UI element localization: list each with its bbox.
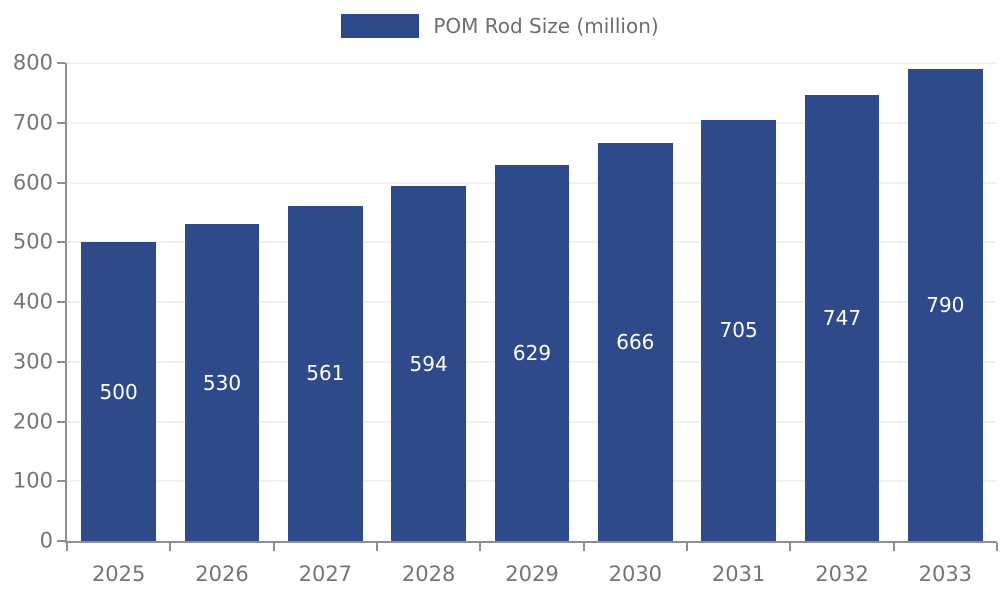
bar-value-label: 705 [719,318,758,343]
bar-value-label: 747 [822,305,862,330]
x-tick-label: 2028 [401,562,456,586]
y-tick-mark [57,241,65,244]
y-tick-label: 800 [12,50,53,75]
bar-2027[interactable]: 561 [288,205,363,541]
y-tick-mark [57,540,65,542]
bar-value-label: 594 [409,351,448,376]
x-tick-mark [582,543,585,551]
x-tick-mark [479,543,482,551]
x-tick-mark [169,543,172,551]
y-tick-label: 700 [12,110,53,135]
y-tick-label: 500 [12,229,53,254]
bar-2030[interactable]: 666 [598,143,673,541]
x-tick-label: 2031 [711,562,766,586]
bar-value-label: 666 [616,330,655,355]
bar-value-label: 500 [99,379,138,404]
bar-value-label: 561 [306,361,345,386]
legend-swatch-icon [341,14,420,38]
x-tick-label: 2032 [815,562,869,586]
bar-2028[interactable]: 594 [391,186,466,541]
plot-area: 0 100 200 300 400 500 600 700 800 500 2025 530 2026 5… [13,52,998,585]
y-tick-mark [57,480,65,483]
bar-2025[interactable]: 500 [81,242,156,541]
x-tick-mark [685,543,688,551]
x-tick-mark [996,543,998,551]
y-tick-label: 300 [12,349,53,374]
x-tick-mark [789,543,792,551]
y-tick-mark [57,121,65,124]
y-tick-mark [57,62,65,64]
bar-2033[interactable]: 790 [908,68,983,541]
bar-2031[interactable]: 705 [701,119,776,541]
x-tick-mark [66,543,68,551]
x-tick-mark [272,543,275,551]
bar-2032[interactable]: 747 [804,94,880,541]
x-tick-mark [375,543,378,551]
bar-2026[interactable]: 530 [184,224,260,541]
x-tick-label: 2033 [918,562,973,586]
y-tick-mark [57,360,65,363]
bar-value-label: 629 [512,341,552,366]
x-tick-label: 2027 [298,562,353,586]
y-tick-mark [57,420,65,423]
y-tick-mark [57,181,65,184]
x-tick-label: 2026 [195,562,249,586]
x-tick-label: 2030 [608,562,663,586]
y-tick-label: 0 [39,528,53,553]
y-tick-label: 100 [12,468,53,493]
legend-label: POM Rod Size (million) [433,14,659,38]
bar-value-label: 790 [926,292,965,317]
y-tick-label: 200 [12,409,53,433]
legend[interactable]: POM Rod Size (million) [0,14,1000,38]
gridline [67,122,997,124]
y-tick-label: 400 [12,289,53,314]
bar-value-label: 530 [202,370,242,395]
x-tick-mark [892,543,895,551]
bar-2029[interactable]: 629 [494,165,570,541]
x-tick-label: 2029 [505,562,559,586]
gridline [67,62,997,64]
y-tick-label: 600 [12,170,53,194]
y-tick-mark [57,301,65,303]
x-tick-label: 2025 [91,562,146,586]
